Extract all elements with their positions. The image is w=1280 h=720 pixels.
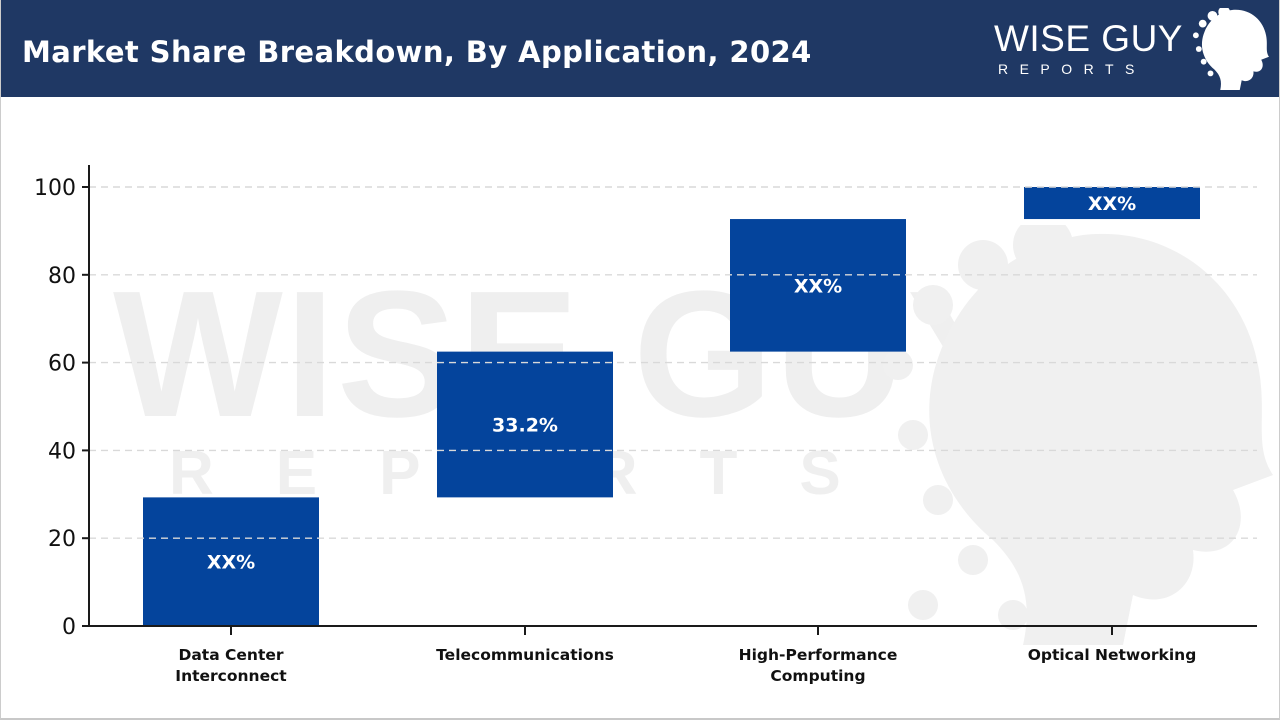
page-title: Market Share Breakdown, By Application, … <box>22 34 812 69</box>
x-category-label: Optical Networking <box>1028 646 1197 664</box>
y-tick-label: 80 <box>48 264 76 289</box>
bar-value-label: XX% <box>794 275 842 297</box>
logo-brand-name: WISE GUY <box>993 18 1183 59</box>
logo-text: WISE GUY REPORTS <box>994 20 1183 77</box>
y-tick-label: 20 <box>48 527 76 552</box>
waterfall-chart: 0 20 40 60 80 100 Data Center Interconnect Telec… <box>34 165 1257 685</box>
watermark-face-profile <box>883 225 1273 645</box>
dotted-face-profile-icon <box>1192 7 1269 90</box>
bar-segment-2 <box>730 219 906 352</box>
wise-guy-logo: WISE GUY REPORTS <box>994 7 1269 90</box>
bar-segment-3 <box>1024 187 1200 220</box>
x-category-label: Data Center Interconnect <box>175 646 287 685</box>
x-category-label: Telecommunications <box>436 646 614 664</box>
header-bar: Market Share Breakdown, By Application, … <box>1 0 1279 97</box>
x-category-label: High-Performance Computing <box>739 646 898 685</box>
bar-segment-1 <box>437 351 613 498</box>
bar-segment-0 <box>143 497 319 626</box>
logo-brand-subtitle: REPORTS <box>997 61 1146 77</box>
y-tick-label: 40 <box>48 439 76 464</box>
y-tick-label: 0 <box>62 615 76 640</box>
bar-value-label: 33.2% <box>492 414 558 436</box>
y-tick-label: 60 <box>48 352 76 377</box>
bar-value-label: XX% <box>1088 193 1136 215</box>
y-tick-label: 100 <box>34 176 76 201</box>
bar-value-label: XX% <box>207 552 255 574</box>
